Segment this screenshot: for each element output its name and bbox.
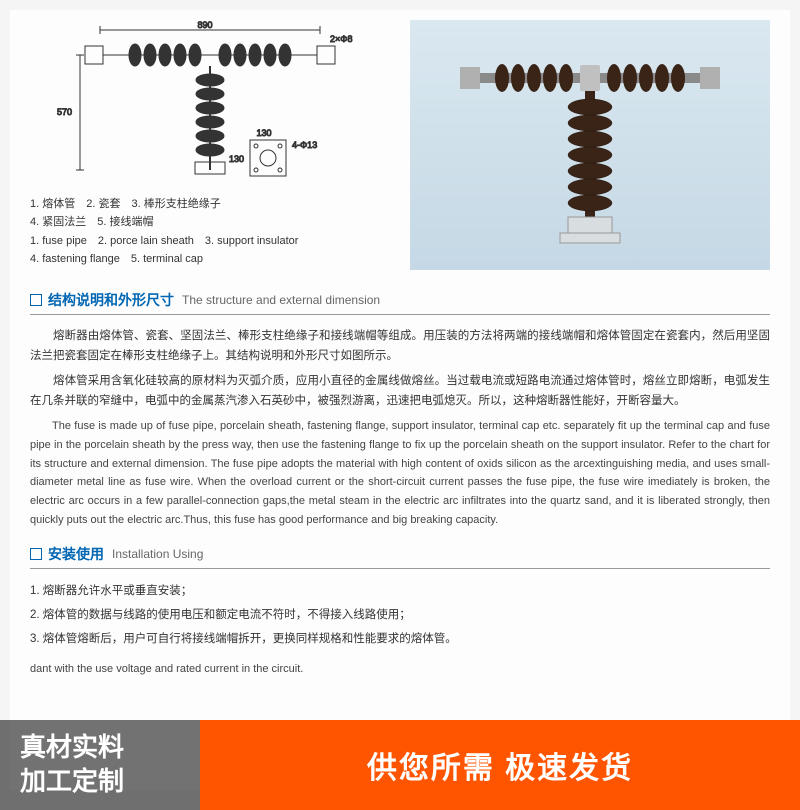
dim-width: 890 (197, 20, 212, 30)
square-bullet-icon (30, 294, 42, 306)
structure-title-cn: 结构说明和外形尺寸 (48, 290, 174, 310)
install-item-en: dant with the use voltage and rated curr… (30, 659, 770, 680)
legend-en-2: 4. fastening flange 5. terminal cap (30, 251, 298, 269)
dim-hole: 2×Φ8 (330, 34, 352, 44)
top-section: 890 2×Φ8 (30, 20, 770, 270)
dim-flange-w: 130 (256, 128, 271, 138)
overlay-left-line2: 加工定制 (20, 765, 200, 799)
overlay-right-panel: 供您所需 极速发货 (200, 720, 800, 810)
overlay-right-text: 供您所需 极速发货 (367, 743, 633, 787)
structure-title-en: The structure and external dimension (182, 293, 380, 307)
parts-legend: 1. 熔体管 2. 瓷套 3. 棒形支柱绝缘子 4. 紧固法兰 5. 接线端帽 … (30, 195, 298, 270)
structure-p2-cn: 熔体管采用含氧化硅较高的原材料为灭弧介质，应用小直径的金属线做熔丝。当过载电流或… (30, 372, 770, 411)
technical-diagram-area: 890 2×Φ8 (30, 20, 390, 270)
install-title-en: Installation Using (112, 547, 203, 561)
section-structure-header: 结构说明和外形尺寸 The structure and external dim… (30, 290, 770, 315)
structure-p1-cn: 熔断器由熔体管、瓷套、坚固法兰、棒形支柱绝缘子和接线端帽等组成。用压装的方法将两… (30, 327, 770, 366)
dim-flange-h: 130 (229, 154, 244, 164)
promo-overlay: 真材实料 加工定制 供您所需 极速发货 (0, 720, 800, 810)
product-photo (410, 20, 770, 270)
dim-flange-hole: 4-Φ13 (292, 140, 317, 150)
install-list: 1. 熔断器允许水平或垂直安装； 2. 熔体管的数据与线路的使用电压和额定电流不… (30, 581, 770, 679)
install-title-cn: 安装使用 (48, 544, 104, 564)
square-bullet-icon (30, 548, 42, 560)
overlay-left-panel: 真材实料 加工定制 (0, 720, 200, 810)
insulator-photo-svg (440, 35, 740, 255)
legend-cn-2: 4. 紧固法兰 5. 接线端帽 (30, 214, 298, 232)
legend-cn-1: 1. 熔体管 2. 瓷套 3. 棒形支柱绝缘子 (30, 196, 298, 214)
dim-height: 570 (57, 107, 72, 117)
legend-en-1: 1. fuse pipe 2. porce lain sheath 3. sup… (30, 233, 298, 251)
structure-body: 熔断器由熔体管、瓷套、坚固法兰、棒形支柱绝缘子和接线端帽等组成。用压装的方法将两… (30, 327, 770, 529)
install-item-2: 2. 熔体管的数据与线路的使用电压和额定电流不符时，不得接入线路使用； (30, 605, 770, 627)
overlay-left-line1: 真材实料 (20, 731, 200, 765)
product-document: 890 2×Φ8 (10, 10, 790, 790)
structure-p1-en: The fuse is made up of fuse pipe, porcel… (30, 417, 770, 529)
install-item-3: 3. 熔体管熔断后，用户可自行将接线端帽拆开，更换同样规格和性能要求的熔体管。 (30, 629, 770, 651)
section-install-header: 安装使用 Installation Using (30, 544, 770, 569)
install-item-1: 1. 熔断器允许水平或垂直安装； (30, 581, 770, 603)
